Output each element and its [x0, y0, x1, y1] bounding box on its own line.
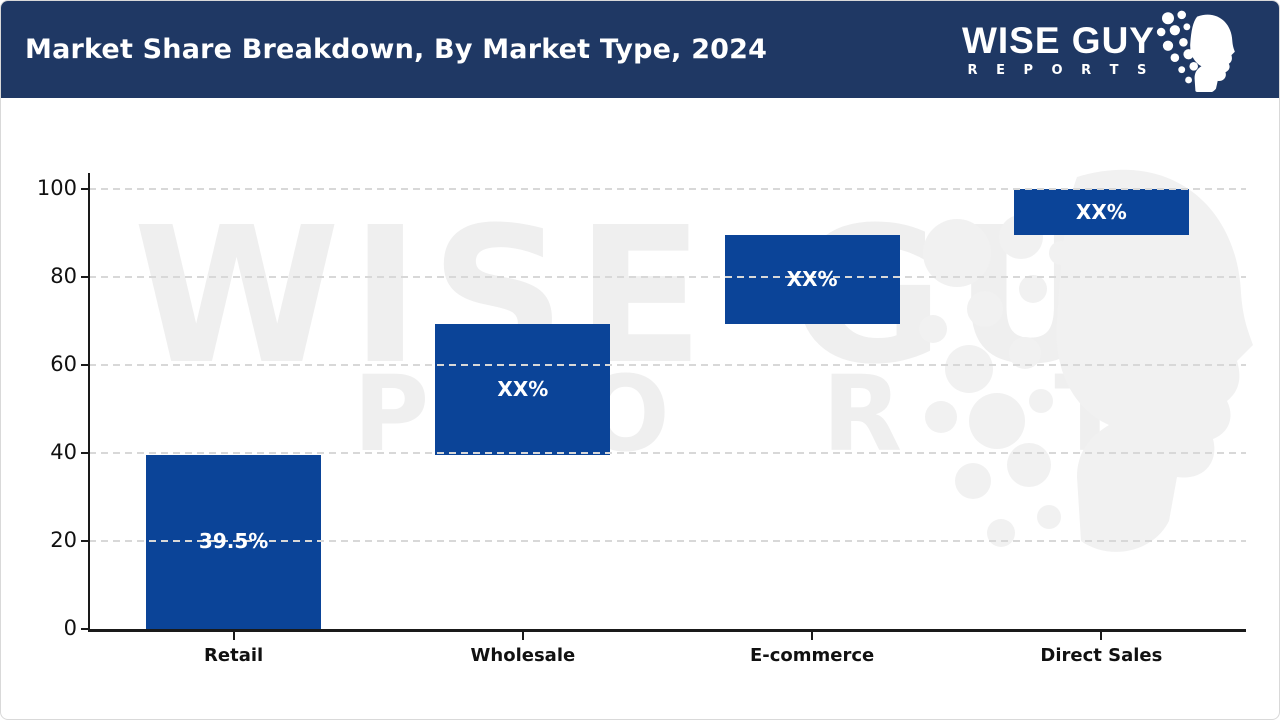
x-tick-label: Retail	[204, 645, 264, 666]
y-axis-tick	[81, 188, 89, 190]
grid-line	[89, 188, 1246, 190]
x-axis-tick	[521, 632, 524, 640]
y-axis-tick	[81, 540, 89, 542]
plot-region: 0 20 40 60 80 100 39.5% Retail XX% Wholesale XX% E-…	[1, 98, 1279, 719]
y-tick-label: 0	[63, 616, 77, 640]
brand-logo: WISE GUY R E P O R T S	[962, 8, 1235, 92]
grid-line	[89, 452, 1246, 454]
y-tick-label: 100	[36, 176, 77, 200]
grid-line	[89, 364, 1246, 366]
bar-value-label: XX%	[1075, 200, 1127, 224]
y-axis-tick	[81, 628, 89, 630]
brand-logo-primary: WISE GUY	[961, 20, 1155, 61]
brand-logo-text: WISE GUY R E P O R T S	[962, 22, 1155, 77]
bar	[435, 324, 611, 456]
y-tick-label: 20	[50, 528, 77, 552]
x-axis-tick	[232, 632, 235, 640]
x-tick-label: Direct Sales	[1040, 645, 1163, 666]
bar-value-label: XX%	[497, 377, 549, 402]
bar	[1013, 189, 1189, 236]
y-tick-label: 60	[50, 352, 77, 376]
bar	[724, 235, 900, 325]
bar-value-label: XX%	[786, 267, 838, 292]
y-axis	[88, 173, 90, 629]
grid-line	[89, 276, 1246, 278]
x-axis	[88, 629, 1246, 632]
y-tick-label: 80	[50, 264, 77, 288]
bar	[146, 455, 322, 629]
header-bar: Market Share Breakdown, By Market Type, …	[1, 1, 1279, 98]
x-axis-tick	[1100, 632, 1103, 640]
y-tick-label: 40	[50, 440, 77, 464]
x-axis-tick	[811, 632, 814, 640]
x-tick-label: E-commerce	[749, 645, 875, 666]
y-axis-tick	[81, 364, 89, 366]
grid-line	[89, 540, 1246, 542]
watermark-head-icon	[919, 169, 1253, 552]
y-axis-tick	[81, 452, 89, 454]
y-axis-tick	[81, 276, 89, 278]
brand-logo-head-icon	[1156, 10, 1235, 92]
x-tick-label: Wholesale	[470, 645, 576, 666]
page-title: Market Share Breakdown, By Market Type, …	[25, 34, 768, 65]
bar-value-label: 39.5%	[198, 529, 269, 554]
brand-logo-secondary: R E P O R T S	[967, 63, 1154, 78]
